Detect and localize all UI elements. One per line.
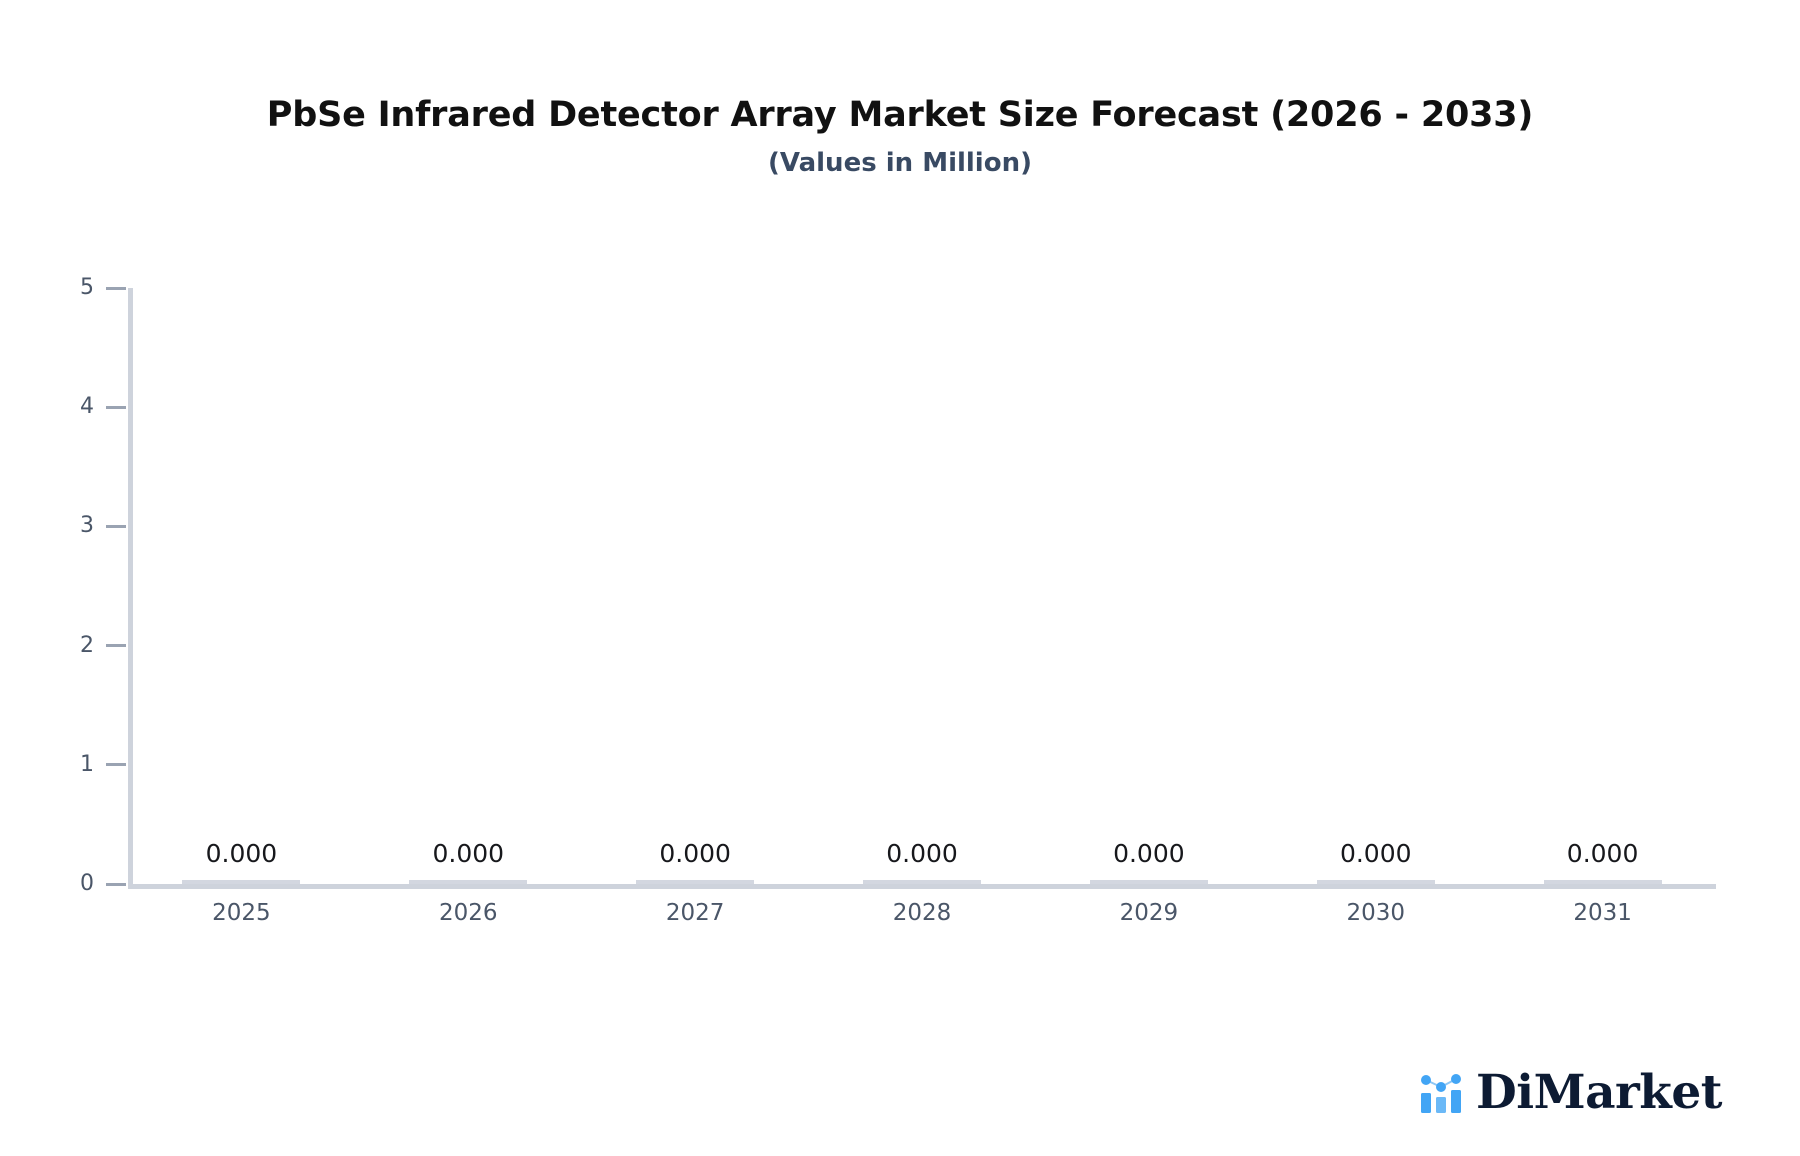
y-tick-label: 1 [80, 751, 94, 777]
bar-value-label: 0.000 [1113, 839, 1185, 868]
y-tick-label: 3 [80, 513, 94, 539]
bar-group[interactable]: 0.000 [809, 288, 1036, 884]
y-axis-tick: 1 [60, 753, 126, 777]
bar[interactable] [1316, 880, 1435, 884]
y-axis-tick: 0 [60, 872, 126, 896]
x-tick-label: 2031 [1573, 900, 1632, 926]
bar[interactable] [182, 880, 301, 884]
y-tick-label: 0 [80, 871, 94, 896]
y-tick-dash-icon [106, 405, 126, 409]
y-tick-label: 5 [80, 275, 94, 300]
bar-group[interactable]: 0.000 [355, 288, 582, 884]
brand-name: DiMarket [1475, 1065, 1723, 1120]
x-axis-label-slot: 2029 [1035, 900, 1262, 926]
x-tick-label: 2029 [1119, 900, 1179, 926]
x-axis-label-slot: 2030 [1262, 900, 1489, 926]
x-tick-label: 2025 [212, 900, 271, 926]
bar-value-label: 0.000 [1339, 839, 1412, 868]
y-axis-tick: 2 [60, 634, 126, 658]
x-axis-label-slot: 2031 [1489, 900, 1716, 926]
brand-logo: DiMarket [1418, 1065, 1723, 1120]
bar-value-label: 0.000 [432, 839, 505, 868]
page-title: PbSe Infrared Detector Array Market Size… [266, 95, 1534, 135]
y-tick-dash-icon [106, 644, 126, 648]
x-axis-label-slot: 2026 [355, 900, 582, 926]
bar-group[interactable]: 0.000 [1489, 288, 1716, 884]
bar-group[interactable]: 0.000 [128, 288, 355, 884]
x-axis-label-slot: 2027 [582, 900, 809, 926]
chart-subtitle: (Values in Million) [768, 147, 1032, 178]
bar-value-label: 0.000 [659, 839, 731, 868]
x-tick-label: 2027 [665, 900, 725, 926]
bar[interactable] [636, 880, 755, 884]
bar[interactable] [863, 880, 981, 884]
bar[interactable] [1089, 880, 1208, 884]
bar[interactable] [1543, 880, 1662, 884]
y-tick-dash-icon [106, 286, 126, 290]
x-axis-baseline [128, 884, 1716, 889]
y-axis-tick: 5 [60, 276, 126, 300]
bar-value-label: 0.000 [886, 839, 958, 868]
x-axis-label-slot: 2028 [809, 900, 1036, 926]
y-axis-tick: 4 [60, 395, 126, 419]
bar[interactable] [409, 880, 528, 884]
x-tick-label: 2030 [1346, 900, 1405, 926]
x-tick-label: 2026 [439, 900, 498, 926]
y-tick-label: 2 [80, 632, 94, 658]
bar-chart-logo-icon [1418, 1071, 1464, 1115]
y-tick-dash-icon [106, 763, 126, 767]
y-tick-dash-icon [106, 882, 126, 886]
bar-value-label: 0.000 [205, 839, 278, 868]
y-axis-line [128, 288, 133, 888]
x-axis-labels: 2025 2026 2027 2028 2029 2030 2031 [128, 900, 1716, 926]
bar-group[interactable]: 0.000 [1262, 288, 1489, 884]
bar-group[interactable]: 0.000 [1035, 288, 1262, 884]
y-tick-dash-icon [106, 524, 126, 528]
y-axis-tick: 3 [60, 514, 126, 538]
x-axis-label-slot: 2025 [128, 900, 355, 926]
chart-header: PbSe Infrared Detector Array Market Size… [0, 96, 1800, 177]
bar-group[interactable]: 0.000 [582, 288, 809, 884]
x-tick-label: 2028 [892, 900, 952, 926]
bars-container: 0.000 0.000 0.000 0.000 0.000 0.000 0.000 [128, 288, 1716, 884]
y-tick-label: 4 [80, 394, 94, 420]
bar-value-label: 0.000 [1566, 839, 1639, 868]
